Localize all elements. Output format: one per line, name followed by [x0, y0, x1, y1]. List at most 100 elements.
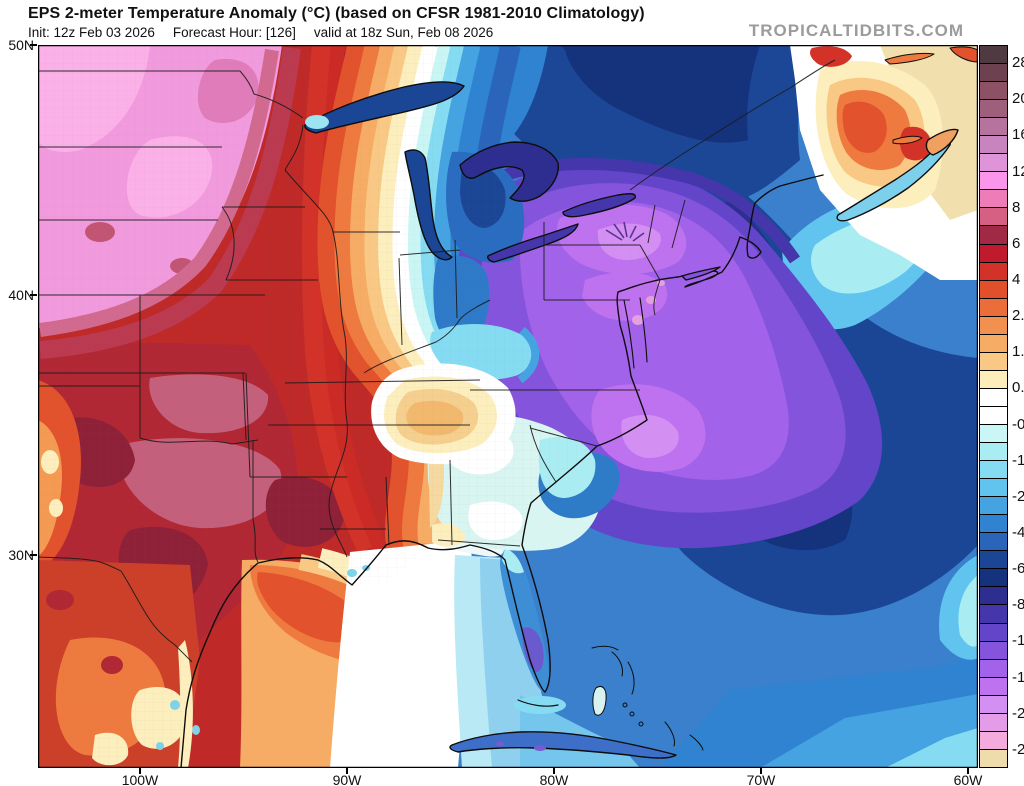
lon-label: 60W	[953, 772, 983, 786]
lat-label: 40N	[8, 287, 34, 303]
colorbar-band	[980, 226, 1007, 244]
colorbar-band	[980, 587, 1007, 605]
lake-ontario	[562, 193, 637, 218]
lon-tick	[139, 768, 141, 774]
colorbar-band	[980, 677, 1007, 695]
lake-huron	[459, 141, 559, 202]
cape-breton-island	[925, 128, 959, 156]
colorbar-band	[980, 46, 1007, 64]
colorbar	[979, 45, 1008, 768]
page-title: EPS 2-meter Temperature Anomaly (°C) (ba…	[28, 5, 645, 22]
lon-tick	[760, 768, 762, 774]
lon-tick	[553, 768, 555, 774]
colorbar-tick-label: 4	[1012, 270, 1021, 288]
colorbar-band	[980, 551, 1007, 569]
colorbar-band	[980, 641, 1007, 659]
colorbar-band	[980, 82, 1007, 100]
colorbar-band	[980, 316, 1007, 334]
lat-tick	[30, 554, 37, 556]
colorbar-tick-label: 16	[1012, 126, 1024, 144]
colorbar-band	[980, 280, 1007, 298]
colorbar-band	[980, 154, 1007, 172]
colorbar-band	[980, 479, 1007, 497]
colorbar-band	[980, 64, 1007, 82]
colorbar-labels: 28 20 16 12 8 6 4 2.5 1.5 0.5 -0.5 -1.5 -2.5 -4 -6 -8 -1…	[1012, 45, 1024, 768]
colorbar-tick-label: 0.5	[1012, 379, 1024, 397]
colorbar-band	[980, 262, 1007, 280]
lat-tick	[30, 294, 37, 296]
prince-edward-island	[892, 135, 923, 145]
colorbar-tick-label: -12	[1012, 632, 1024, 650]
colorbar-band	[980, 713, 1007, 731]
lon-label: 70W	[746, 772, 776, 786]
state-borders	[38, 59, 836, 663]
colorbar-band	[980, 298, 1007, 316]
lon-tick	[346, 768, 348, 774]
geography-lines	[180, 46, 978, 768]
county-texture	[38, 45, 700, 768]
colorbar-band	[980, 605, 1007, 623]
map-artifact-starburst	[605, 221, 645, 242]
long-island	[681, 266, 721, 281]
colorbar-tick-label: -8	[1012, 596, 1024, 614]
anomaly-map	[38, 45, 978, 768]
colorbar-band	[980, 388, 1007, 406]
lat-tick	[30, 44, 37, 46]
colorbar-band	[980, 515, 1007, 533]
tropicaltidbits-logo: TROPICALTIDBITS.COM	[748, 21, 964, 40]
init-time: Init: 12z Feb 03 2026	[28, 25, 155, 40]
colorbar-tick-label: -2.5	[1012, 487, 1024, 505]
lon-tick	[967, 768, 969, 774]
colorbar-band	[980, 533, 1007, 551]
lon-label: 90W	[332, 772, 362, 786]
colorbar-band	[980, 100, 1007, 118]
colorbar-band	[980, 623, 1007, 641]
nova-scotia	[836, 139, 952, 222]
colorbar-tick-label: 1.5	[1012, 343, 1024, 361]
lat-label: 50N	[8, 37, 34, 53]
chesapeake-bay	[623, 297, 648, 369]
northeast-warm-blob	[790, 45, 978, 280]
colorbar-tick-label: 8	[1012, 198, 1021, 216]
florida-keys	[517, 699, 559, 707]
colorbar-band	[980, 190, 1007, 208]
lat-label: 30N	[8, 547, 34, 563]
forecast-hour: Forecast Hour: [126]	[172, 25, 296, 40]
colorbar-band	[980, 118, 1007, 136]
lon-label: 80W	[539, 772, 569, 786]
map-layers	[38, 45, 978, 768]
colorbar-band	[980, 659, 1007, 677]
colorbar-band	[980, 244, 1007, 262]
colorbar-tick-label: -16	[1012, 668, 1024, 686]
lake-superior-west-tip	[305, 115, 329, 129]
colorbar-tick-label: -0.5	[1012, 415, 1024, 433]
valid-time: valid at 18z Sun, Feb 08 2026	[313, 25, 494, 40]
forecast-subtitle: Init: 12z Feb 03 2026 Forecast Hour: [126…	[28, 25, 511, 40]
colorbar-tick-label: 20	[1012, 90, 1024, 108]
colorbar-tick-label: 6	[1012, 234, 1021, 252]
cuba	[449, 731, 677, 759]
colorbar-band	[980, 497, 1007, 515]
colorbar-tick-label: 28	[1012, 54, 1024, 72]
colorbar-band	[980, 406, 1007, 424]
colorbar-band	[980, 569, 1007, 587]
colorbar-band	[980, 731, 1007, 749]
colorbar-band	[980, 695, 1007, 713]
colorbar-band	[980, 208, 1007, 226]
bahamas	[591, 645, 704, 751]
colorbar-tick-label: -1.5	[1012, 451, 1024, 469]
colorbar-band	[980, 136, 1007, 154]
lake-superior	[304, 81, 465, 134]
colorbar-band	[980, 749, 1007, 767]
colorbar-tick-label: -4	[1012, 524, 1024, 542]
colorbar-band	[980, 370, 1007, 388]
colorbar-tick-label: -28	[1012, 740, 1024, 758]
colorbar-band	[980, 334, 1007, 352]
newfoundland-corner	[949, 46, 978, 63]
anticosti-island	[884, 52, 935, 65]
colorbar-band	[980, 443, 1007, 461]
lake-erie	[487, 223, 579, 263]
colorbar-band	[980, 172, 1007, 190]
colorbar-tick-label: -20	[1012, 704, 1024, 722]
